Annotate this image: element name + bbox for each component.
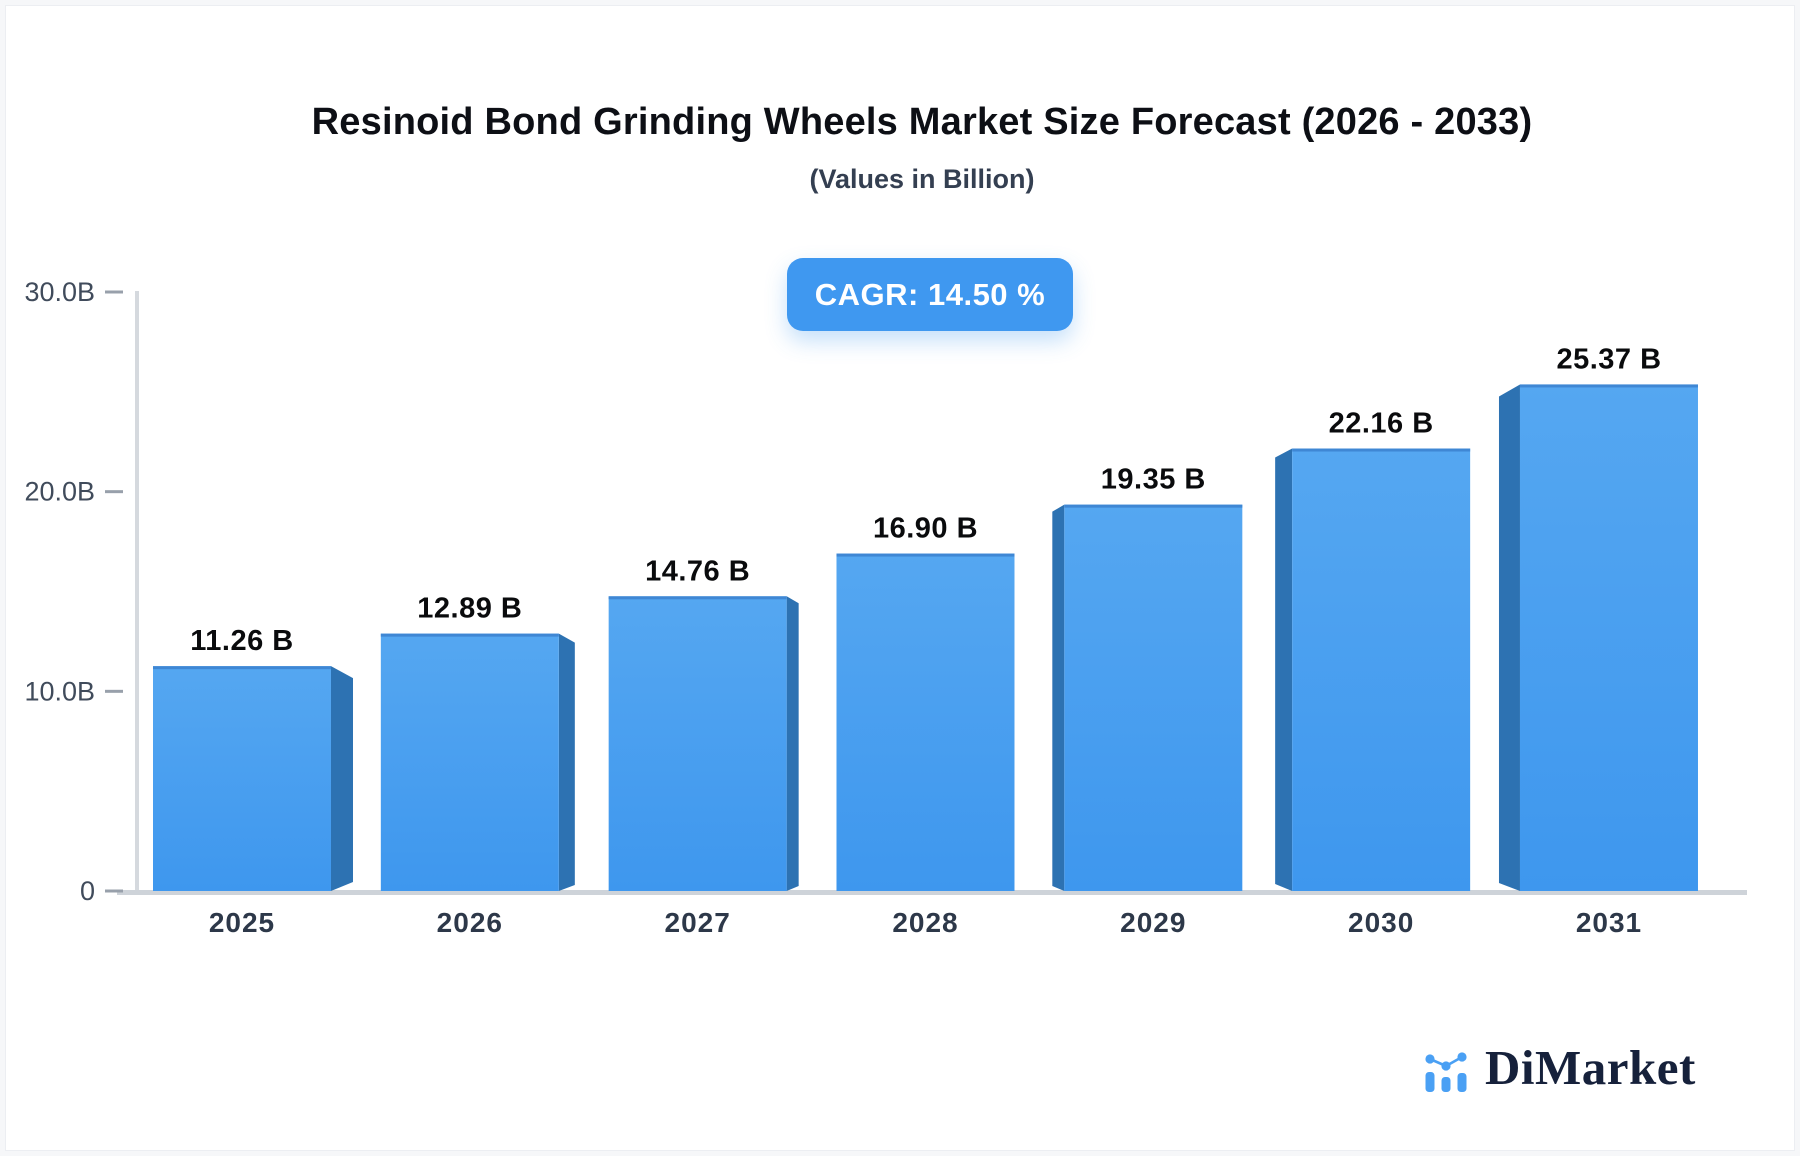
dimarket-logo-icon [1425,1052,1467,1092]
bar-2030 [1292,448,1471,891]
y-tick-mark [105,689,123,693]
y-tick-label: 30.0B [24,277,95,307]
bar-2028 [836,553,1015,891]
bar-top-edge-2031 [1519,384,1698,388]
x-axis-line [117,890,1747,895]
bar-3d-side-2029 [1052,504,1065,891]
y-tick-mark [105,889,123,893]
bar-value-label-2025: 11.26 B [190,625,293,657]
bar-value-label-2028: 16.90 B [873,513,978,545]
x-tick-label-2028: 2028 [892,907,958,938]
dimarket-logo-text: DiMarket [1485,1040,1696,1095]
x-tick-label-2027: 2027 [665,907,731,938]
y-tick-label: 20.0B [24,477,95,507]
bar-2026 [380,633,559,891]
bar-value-label-2030: 22.16 B [1329,408,1434,440]
x-tick-label-2026: 2026 [437,907,503,938]
chart-title: Resinoid Bond Grinding Wheels Market Siz… [311,101,1533,143]
bar-2031 [1519,384,1698,891]
bar-value-label-2026: 12.89 B [417,593,522,625]
cagr-badge-label: CAGR: 14.50 % [814,276,1046,312]
x-tick-label-2029: 2029 [1120,907,1186,938]
bar-top-edge-2028 [836,553,1015,557]
bar-top-edge-2029 [1064,504,1243,508]
bar-2029 [1064,504,1243,891]
x-tick-label-2025: 2025 [209,907,275,938]
bar-3d-side-2031 [1498,384,1520,891]
y-axis-line [135,291,139,893]
bar-value-label-2031: 25.37 B [1556,343,1661,375]
bar-3d-side-2025 [331,666,353,891]
bar-value-label-2029: 19.35 B [1101,464,1206,496]
chart-subtitle: (Values in Billion) [809,164,1035,194]
bar-3d-side-2026 [558,633,575,891]
bar-3d-side-2027 [786,596,799,891]
bar-top-edge-2030 [1292,448,1471,452]
bar-2027 [608,596,787,891]
bar-top-edge-2025 [153,666,331,670]
y-tick-mark [105,290,123,294]
bar-chart: 0 10.0B 20.0B 30.0B 11.26 B 2025 12.89 B 2026 14… [24,277,1747,938]
bar-top-edge-2027 [608,596,787,600]
bar-3d-side-2030 [1275,448,1293,891]
bar-2025 [153,666,331,891]
y-tick-label: 0 [80,876,95,906]
bar-value-label-2027: 14.76 B [645,555,750,587]
cagr-badge: CAGR: 14.50 % [787,258,1073,331]
chart-header: Resinoid Bond Grinding Wheels Market Siz… [55,101,1789,195]
y-tick-label: 10.0B [24,676,95,706]
bar-top-edge-2026 [380,633,559,637]
dimarket-logo[interactable]: DiMarket [1423,1043,1696,1092]
y-tick-mark [105,490,123,494]
x-tick-label-2031: 2031 [1576,907,1642,938]
x-tick-label-2030: 2030 [1348,907,1414,938]
